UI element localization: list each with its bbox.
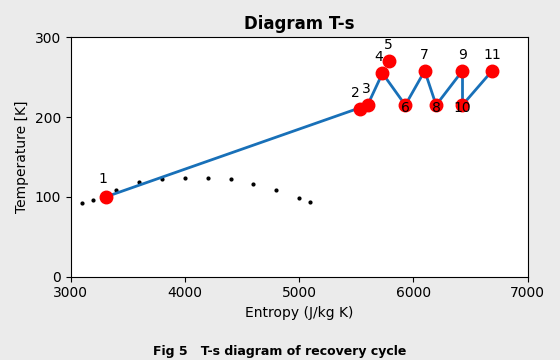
Text: 8: 8	[432, 101, 441, 115]
Text: 2: 2	[351, 86, 360, 100]
Y-axis label: Temperature [K]: Temperature [K]	[15, 101, 29, 213]
Text: 10: 10	[454, 101, 471, 115]
Text: 3: 3	[362, 82, 371, 96]
Title: Diagram T-s: Diagram T-s	[244, 15, 354, 33]
Text: 4: 4	[375, 50, 384, 64]
Text: 7: 7	[420, 48, 429, 62]
Text: 5: 5	[384, 39, 393, 53]
Text: 6: 6	[401, 101, 410, 115]
Text: 9: 9	[458, 48, 466, 62]
X-axis label: Entropy (J/kg K): Entropy (J/kg K)	[245, 306, 353, 320]
Text: Fig 5   T-s diagram of recovery cycle: Fig 5 T-s diagram of recovery cycle	[153, 345, 407, 358]
Text: 11: 11	[483, 48, 501, 62]
Text: 1: 1	[98, 172, 107, 186]
